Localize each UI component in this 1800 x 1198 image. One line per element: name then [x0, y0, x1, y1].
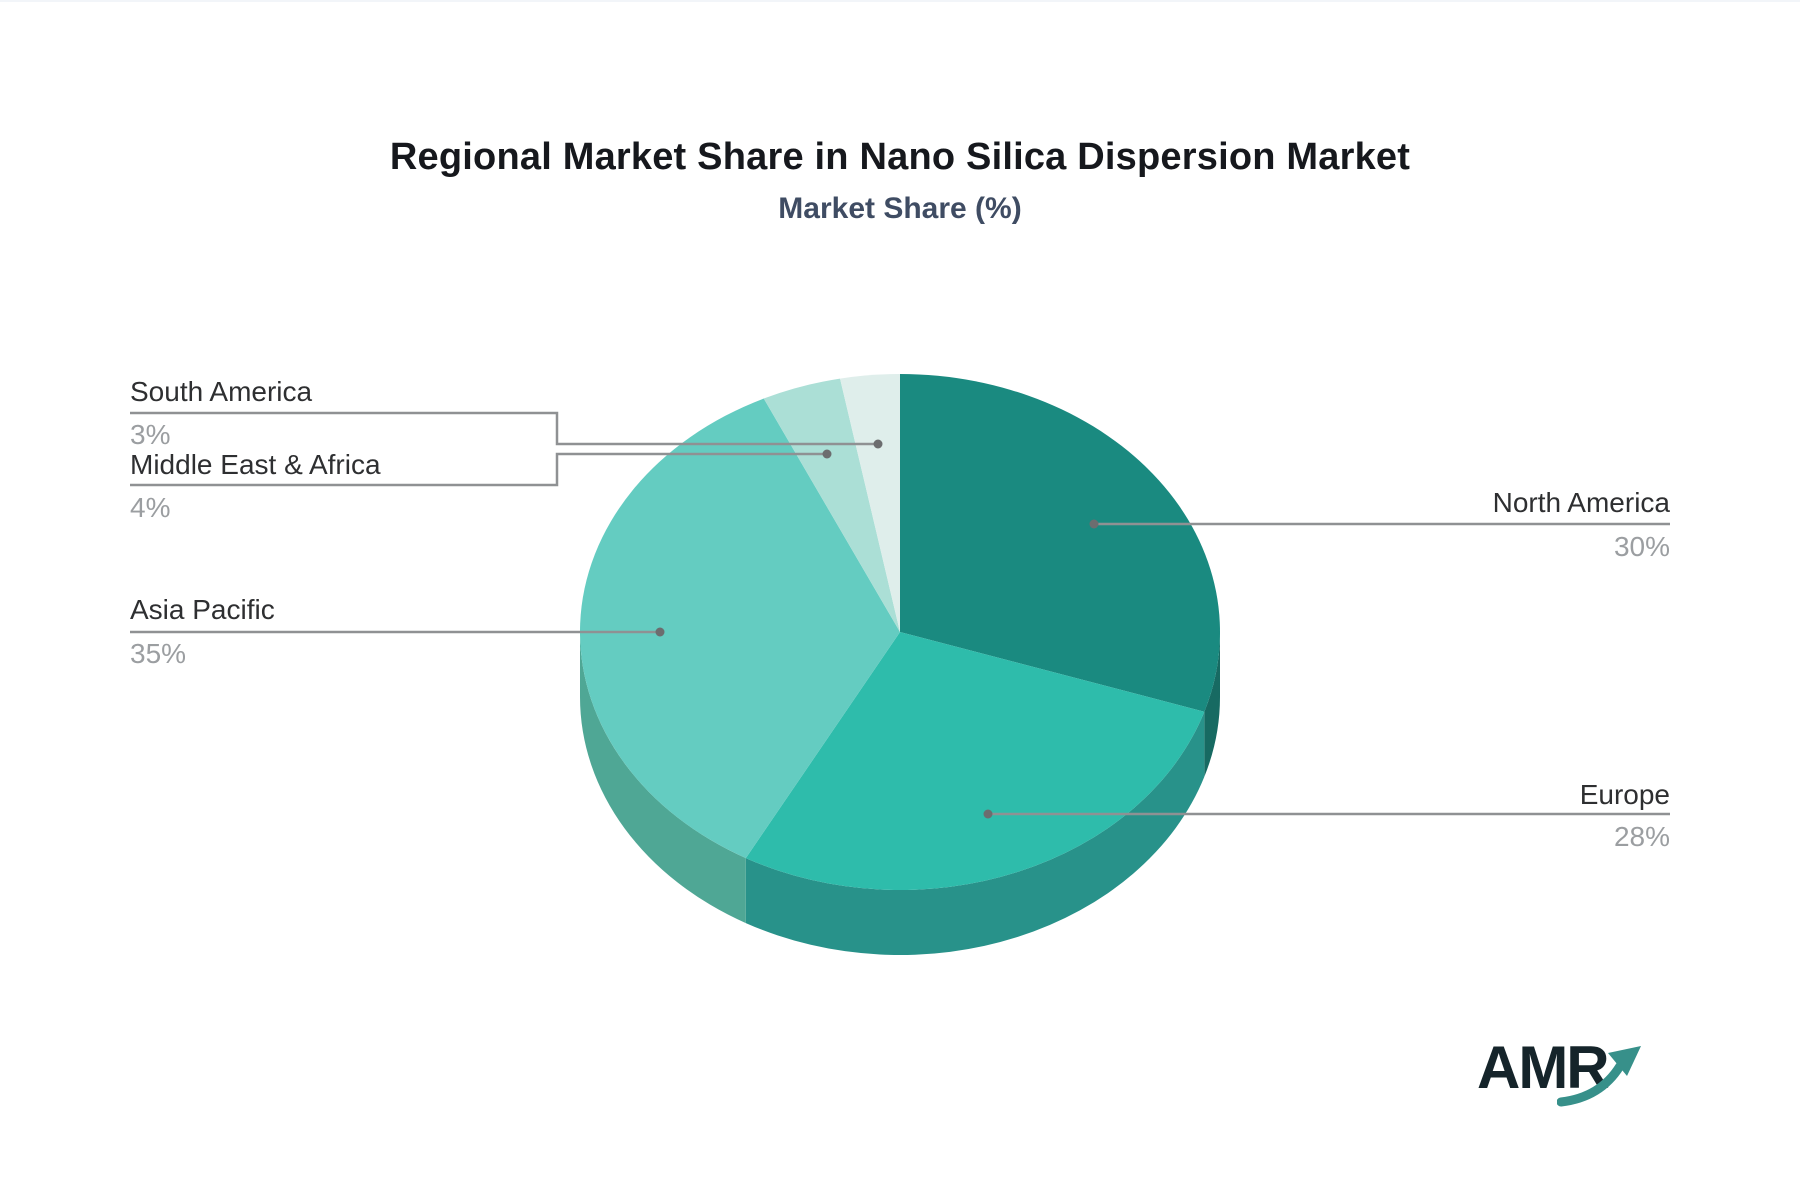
pie-slice-side-asia-pacific	[580, 632, 746, 924]
value-south-america: 3%	[130, 419, 171, 450]
leader-dot-asia-pacific	[655, 627, 665, 637]
leader-line-middle-east-africa	[130, 452, 827, 487]
pie-slice-asia-pacific[interactable]	[579, 398, 900, 859]
chart-subtitle: Market Share (%)	[778, 192, 1022, 225]
label-middle-east-africa: Middle East & Africa	[130, 449, 381, 480]
leader-dot-middle-east-africa	[822, 449, 832, 459]
leader-dot-europe	[983, 809, 993, 819]
value-europe: 28%	[1613, 821, 1670, 852]
amr-logo-arrow-icon	[1557, 1046, 1641, 1107]
chart-title: Regional Market Share in Nano Silica Dis…	[389, 136, 1411, 178]
amr-logo-text: AMR	[1477, 1034, 1610, 1101]
amr-logo: AMR	[1477, 1038, 1677, 1118]
label-asia-pacific: Asia Pacific	[130, 594, 275, 625]
value-middle-east-africa: 4%	[130, 492, 171, 523]
pie-slice-europe[interactable]	[745, 632, 1205, 891]
leader-dot-north-america	[1089, 519, 1099, 529]
leader-dot-south-america	[873, 439, 883, 449]
label-north-america: North America	[1492, 487, 1670, 518]
pie-slice-side-europe	[745, 711, 1205, 956]
label-south-america: South America	[130, 376, 313, 407]
pie-slice-north-america[interactable]	[900, 374, 1221, 712]
label-europe: Europe	[1579, 779, 1670, 810]
pie-slice-middle-east-africa[interactable]	[763, 378, 900, 632]
pie-slice-south-america[interactable]	[840, 374, 900, 632]
value-north-america: 30%	[1613, 531, 1670, 562]
pie-slice-side-north-america	[1204, 632, 1220, 777]
value-asia-pacific: 35%	[130, 638, 187, 669]
leader-line-south-america	[130, 411, 878, 446]
